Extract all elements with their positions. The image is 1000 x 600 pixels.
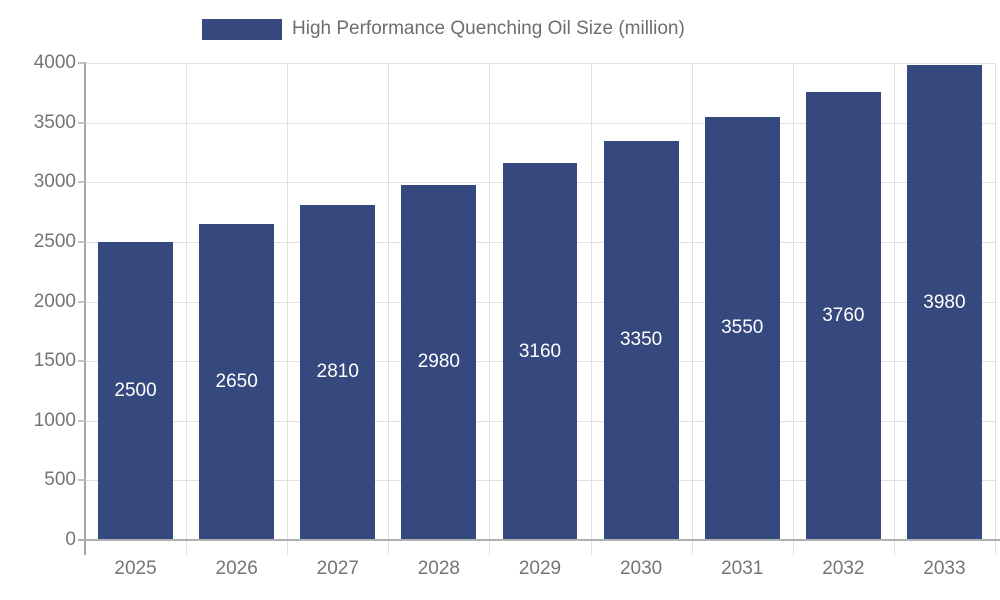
x-gridline (489, 63, 491, 555)
y-gridline (85, 63, 995, 64)
bar-value-label: 2810 (316, 361, 359, 383)
legend-item[interactable]: High Performance Quenching Oil Size (mil… (202, 18, 685, 40)
y-axis-tick (78, 419, 85, 422)
x-gridline (590, 63, 592, 555)
y-axis-tick-label: 3500 (33, 111, 76, 133)
x-axis-tick-label: 2033 (923, 558, 966, 579)
x-axis-tick-label: 2031 (721, 558, 764, 579)
bar-value-label: 3980 (923, 291, 966, 313)
bar: 2650 (199, 224, 275, 540)
bar: 2500 (98, 241, 173, 540)
x-gridline (691, 63, 693, 555)
x-axis-tick-label: 2032 (822, 558, 865, 579)
y-axis-tick-label: 1000 (33, 409, 76, 431)
x-gridline (893, 63, 895, 555)
bar-value-label: 2980 (417, 351, 461, 373)
x-axis-labels: 2025 2026 2027 2028 2029 2030 2031 2032 2033 (85, 558, 995, 588)
y-axis-tick-label: 500 (44, 469, 76, 491)
bar-value-label: 3350 (619, 329, 663, 351)
x-axis-tick-label: 2026 (215, 558, 258, 579)
legend-swatch-icon (202, 18, 282, 40)
y-axis-tick (78, 240, 85, 243)
y-axis-tick-label: 1500 (33, 350, 76, 372)
legend-label: High Performance Quenching Oil Size (mil… (292, 18, 685, 39)
bar: 3550 (704, 116, 780, 540)
y-axis-tick (78, 181, 85, 184)
y-axis-tick (78, 62, 85, 64)
y-axis-tick (78, 360, 85, 363)
x-axis-tick-label: 2028 (417, 558, 461, 579)
y-axis-tick-label: 4000 (33, 52, 76, 73)
plot-area: 2500 2650 2810 2980 3160 3350 3550 3760 3980 (85, 63, 996, 555)
y-axis-tick-label: 2500 (33, 230, 76, 252)
x-gridline (388, 63, 390, 555)
bar: 3160 (502, 163, 578, 540)
bar: 3760 (805, 91, 881, 540)
x-gridline (186, 63, 188, 555)
y-axis-tick-label: 3000 (33, 171, 76, 193)
bar-value-label: 3550 (721, 317, 764, 339)
y-axis-tick-label: 0 (65, 529, 76, 550)
x-gridline (287, 63, 289, 555)
bar-value-label: 2500 (114, 379, 157, 401)
y-axis-tick-label: 2000 (33, 290, 76, 312)
x-axis-tick-label: 2029 (518, 558, 562, 579)
bar: 2810 (300, 204, 376, 540)
x-axis-tick-label: 2030 (619, 558, 663, 579)
bar-value-label: 3160 (518, 340, 562, 362)
x-axis-tick-label: 2027 (316, 558, 359, 579)
x-axis-tick-label: 2025 (114, 558, 157, 579)
y-axis-tick (78, 121, 85, 124)
y-axis-line (84, 62, 86, 555)
y-axis-tick (78, 479, 85, 482)
x-axis-line (78, 539, 1000, 541)
bar-value-label: 3760 (822, 304, 865, 326)
x-gridline (995, 63, 996, 555)
x-gridline (792, 63, 794, 555)
bar-value-label: 2650 (215, 371, 258, 392)
bar: 3980 (907, 65, 982, 540)
y-axis-tick (78, 300, 85, 303)
bar: 2980 (401, 184, 477, 540)
bar: 3350 (603, 140, 679, 540)
y-axis-labels: 0 500 1000 1500 2000 2500 3000 3500 4000 (0, 52, 76, 550)
y-gridline (85, 122, 995, 124)
